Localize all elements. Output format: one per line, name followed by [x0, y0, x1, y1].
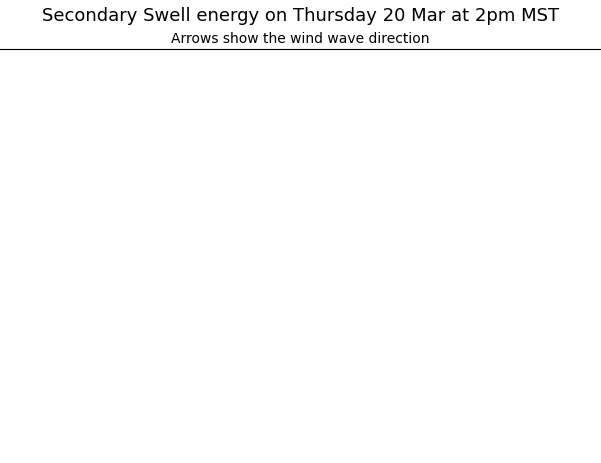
Text: cartopy required: cartopy required [243, 250, 358, 263]
Text: Arrows show the wind wave direction: Arrows show the wind wave direction [171, 32, 430, 46]
Text: Secondary Swell energy on Thursday 20 Mar at 2pm MST: Secondary Swell energy on Thursday 20 Ma… [42, 7, 559, 25]
